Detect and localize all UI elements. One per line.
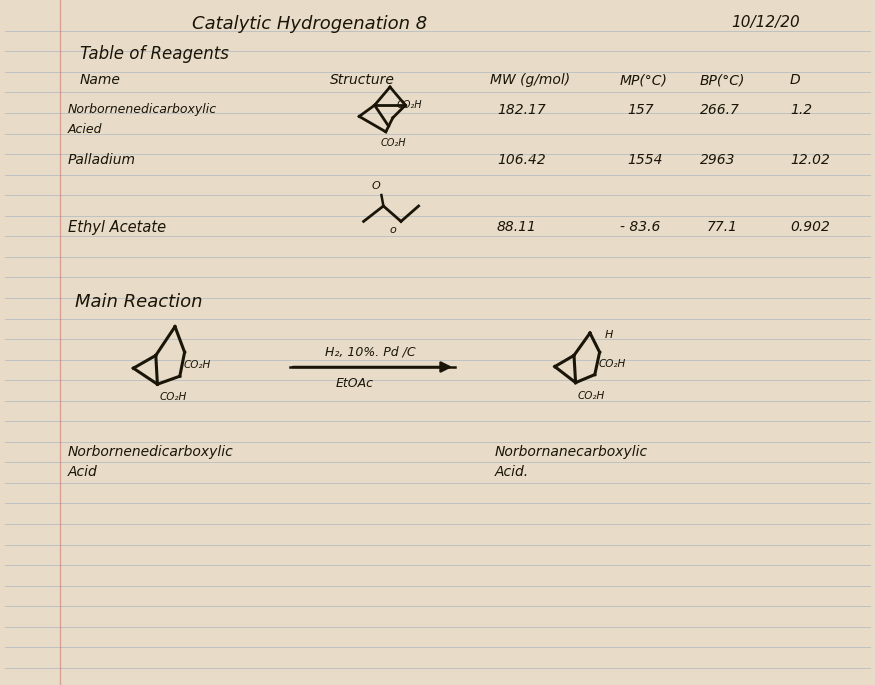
Text: 77.1: 77.1 (707, 220, 738, 234)
Text: Norbornenedicarboxylic: Norbornenedicarboxylic (68, 445, 234, 459)
Text: 106.42: 106.42 (497, 153, 546, 167)
Text: Main Reaction: Main Reaction (75, 293, 202, 311)
Text: CO₂H: CO₂H (184, 360, 211, 370)
Text: Name: Name (80, 73, 121, 87)
Text: 0.902: 0.902 (790, 220, 829, 234)
Text: D: D (790, 73, 801, 87)
Text: o: o (389, 225, 396, 236)
Text: Acied: Acied (68, 123, 102, 136)
Text: Catalytic Hydrogenation 8: Catalytic Hydrogenation 8 (192, 15, 428, 33)
Text: Ethyl Acetate: Ethyl Acetate (68, 220, 166, 235)
Text: CO₂H: CO₂H (578, 390, 605, 401)
Text: - 83.6: - 83.6 (620, 220, 661, 234)
Text: MW (g/mol): MW (g/mol) (490, 73, 570, 87)
Text: CO₂H: CO₂H (381, 138, 406, 148)
Text: Palladium: Palladium (68, 153, 136, 167)
Text: Acid.: Acid. (495, 465, 529, 479)
Text: EtOAc: EtOAc (336, 377, 374, 390)
Text: 12.02: 12.02 (790, 153, 829, 167)
Text: CO₂H: CO₂H (598, 359, 626, 369)
Text: 2963: 2963 (700, 153, 736, 167)
Text: O: O (372, 181, 381, 191)
Text: H₂, 10%. Pd /C: H₂, 10%. Pd /C (325, 345, 416, 358)
Text: 182.17: 182.17 (497, 103, 546, 117)
Text: Norbornenedicarboxylic: Norbornenedicarboxylic (68, 103, 217, 116)
Text: 88.11: 88.11 (497, 220, 537, 234)
Text: Structure: Structure (330, 73, 395, 87)
Text: Acid: Acid (68, 465, 98, 479)
Text: 1554: 1554 (627, 153, 662, 167)
Text: 10/12/20: 10/12/20 (732, 15, 800, 30)
Text: CO₂H: CO₂H (396, 100, 423, 110)
Text: 266.7: 266.7 (700, 103, 740, 117)
Text: CO₂H: CO₂H (159, 393, 186, 402)
Text: MP(°C): MP(°C) (620, 73, 668, 87)
Text: Norbornanecarboxylic: Norbornanecarboxylic (495, 445, 648, 459)
Text: Table of Reagents: Table of Reagents (80, 45, 229, 63)
Text: BP(°C): BP(°C) (700, 73, 746, 87)
Text: 1.2: 1.2 (790, 103, 812, 117)
Text: 157: 157 (627, 103, 654, 117)
Text: H: H (605, 330, 613, 340)
